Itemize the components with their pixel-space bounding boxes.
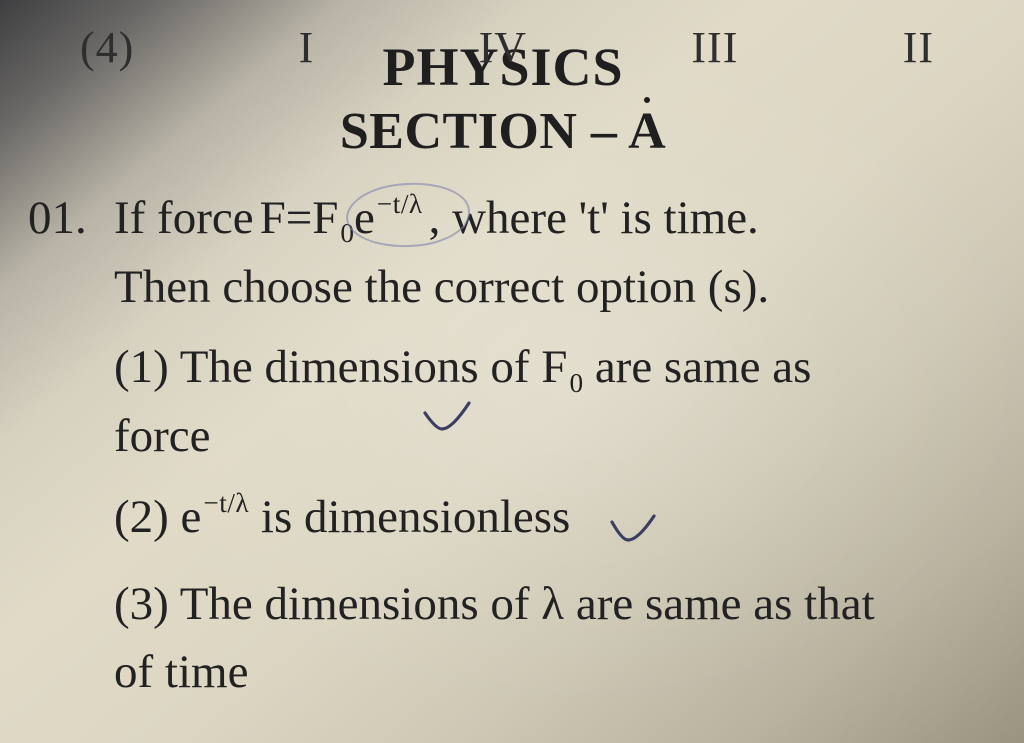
question-line-2: Then choose the correct option (s).: [28, 254, 978, 321]
cutoff-cell-5: II: [903, 22, 934, 73]
question-lead-b: , where 't' is time.: [429, 185, 759, 252]
question-line-1: 01. If force F = F 0 e −t/λ , where 't' …: [28, 185, 978, 252]
tick-path: [612, 516, 654, 540]
option-3-line-2: of time: [28, 639, 978, 706]
cutoff-cell-3: IV: [479, 22, 527, 73]
pen-tick-2-icon: [608, 510, 658, 544]
tick-path: [425, 403, 469, 429]
section-heading: SECTION – A: [28, 102, 978, 161]
cutoff-cell-1: (4): [80, 22, 134, 73]
cutoff-cell-4: III: [691, 22, 738, 73]
option-2-line: (2) e−t/λ is dimensionless: [28, 484, 978, 551]
pen-tick-1-icon: [422, 399, 472, 433]
option-2-exp: −t/λ: [203, 488, 249, 518]
option-2-text-b: is dimensionless: [249, 491, 570, 543]
cutoff-row: (4) I IV III II: [0, 22, 1024, 73]
option-1-line-1: (1) The dimensions of F0 are same as: [28, 334, 978, 401]
option-1-text-b: are same as: [583, 341, 811, 393]
option-1-line-2: force: [28, 403, 978, 470]
page: (4) I IV III II PHYSICS SECTION – A 01. …: [0, 36, 1024, 743]
section-letter: A: [628, 103, 666, 160]
question-block: 01. If force F = F 0 e −t/λ , where 't' …: [28, 185, 978, 706]
question-number: 01.: [28, 185, 114, 252]
option-2-text-a: (2) e: [114, 491, 201, 543]
option-1-text-c: force: [114, 410, 211, 462]
formula-exp: −t/λ: [377, 185, 423, 224]
formula-F-sub: 0: [340, 214, 354, 253]
formula-equals: =: [286, 185, 313, 252]
option-1-sub: 0: [569, 368, 583, 398]
formula-e: e: [354, 185, 375, 252]
cutoff-cell-2: I: [299, 22, 315, 73]
question-formula: F = F 0 e −t/λ: [260, 185, 423, 252]
formula-F: F: [312, 185, 338, 252]
formula-lhs: F: [260, 185, 286, 252]
option-3-line-1: (3) The dimensions of λ are same as that: [28, 571, 978, 638]
section-prefix: SECTION –: [340, 103, 628, 160]
option-1-text-a: (1) The dimensions of F: [114, 341, 567, 393]
question-lead-a: If force: [114, 185, 254, 252]
